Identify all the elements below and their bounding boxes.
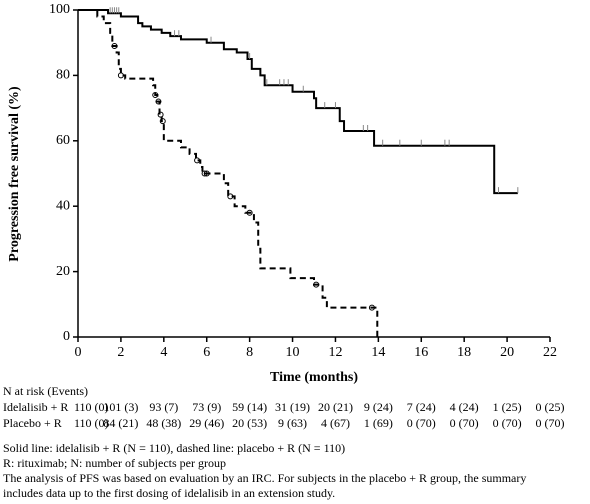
y-tick-label: 20 [56, 264, 70, 279]
y-tick-label: 100 [49, 2, 70, 17]
censor-mark [152, 92, 159, 99]
x-axis-label: Time (months) [270, 370, 358, 385]
risk-cell: 4 (67) [321, 416, 350, 430]
risk-cell: 0 (25) [536, 400, 565, 414]
risk-cell: 29 (46) [189, 416, 224, 430]
censor-mark [194, 157, 201, 164]
censor-mark [111, 42, 118, 49]
x-tick-label: 18 [457, 345, 471, 360]
y-tick-label: 40 [56, 198, 70, 213]
risk-cell: 84 (21) [103, 416, 138, 430]
risk-cell: 9 (63) [278, 416, 307, 430]
risk-cell: 101 (3) [103, 400, 138, 414]
risk-cell: 9 (24) [364, 400, 393, 414]
x-tick-label: 4 [160, 345, 167, 360]
x-tick-label: 12 [328, 345, 342, 360]
risk-cell: 1 (69) [364, 416, 393, 430]
risk-cell: 20 (21) [318, 400, 353, 414]
risk-row-label: Placebo + R [3, 416, 62, 430]
censor-mark [117, 72, 124, 79]
x-tick-label: 14 [371, 345, 385, 360]
x-tick-label: 16 [414, 345, 428, 360]
censor-mark [159, 118, 166, 125]
x-tick-label: 22 [543, 345, 557, 360]
footnote: includes data up to the first dosing of … [3, 486, 335, 500]
censor-mark [368, 304, 375, 311]
footnote: Solid line: idelalisib + R (N = 110), da… [3, 441, 345, 455]
censor-mark [313, 281, 320, 288]
x-tick-label: 6 [203, 345, 210, 360]
risk-cell: 4 (24) [450, 400, 479, 414]
risk-cell: 48 (38) [146, 416, 181, 430]
censor-mark [201, 170, 208, 177]
survival-curve [78, 9, 379, 337]
footnote: R: rituximab; N: number of subjects per … [3, 456, 226, 470]
y-axis-label: Progression free survival (%) [7, 86, 22, 262]
censor-mark [227, 193, 234, 200]
risk-cell: 31 (19) [275, 400, 310, 414]
censor-mark [203, 170, 210, 177]
risk-cell: 0 (70) [407, 416, 436, 430]
risk-cell: 73 (9) [192, 400, 221, 414]
risk-cell: 0 (70) [493, 416, 522, 430]
censor-mark [246, 209, 253, 216]
x-tick-label: 10 [286, 345, 300, 360]
x-tick-label: 8 [246, 345, 253, 360]
y-tick-label: 80 [56, 68, 70, 83]
risk-cell: 110 (0) [74, 416, 109, 430]
risk-cell: 0 (70) [536, 416, 565, 430]
risk-table-title: N at risk (Events) [3, 384, 88, 398]
risk-cell: 110 (0) [74, 400, 109, 414]
x-tick-label: 20 [500, 345, 514, 360]
risk-cell: 93 (7) [149, 400, 178, 414]
footnote: The analysis of PFS was based on evaluat… [3, 471, 526, 485]
censor-mark [155, 98, 162, 105]
censor-mark [157, 111, 164, 118]
risk-cell: 59 (14) [232, 400, 267, 414]
risk-row-label: Idelalisib + R [3, 400, 68, 414]
y-tick-label: 0 [63, 329, 70, 344]
risk-cell: 0 (70) [450, 416, 479, 430]
x-tick-label: 0 [75, 345, 82, 360]
risk-cell: 20 (53) [232, 416, 267, 430]
x-tick-label: 2 [117, 345, 124, 360]
survival-curve [78, 9, 518, 195]
y-tick-label: 60 [56, 133, 70, 148]
risk-cell: 1 (25) [493, 400, 522, 414]
risk-cell: 7 (24) [407, 400, 436, 414]
